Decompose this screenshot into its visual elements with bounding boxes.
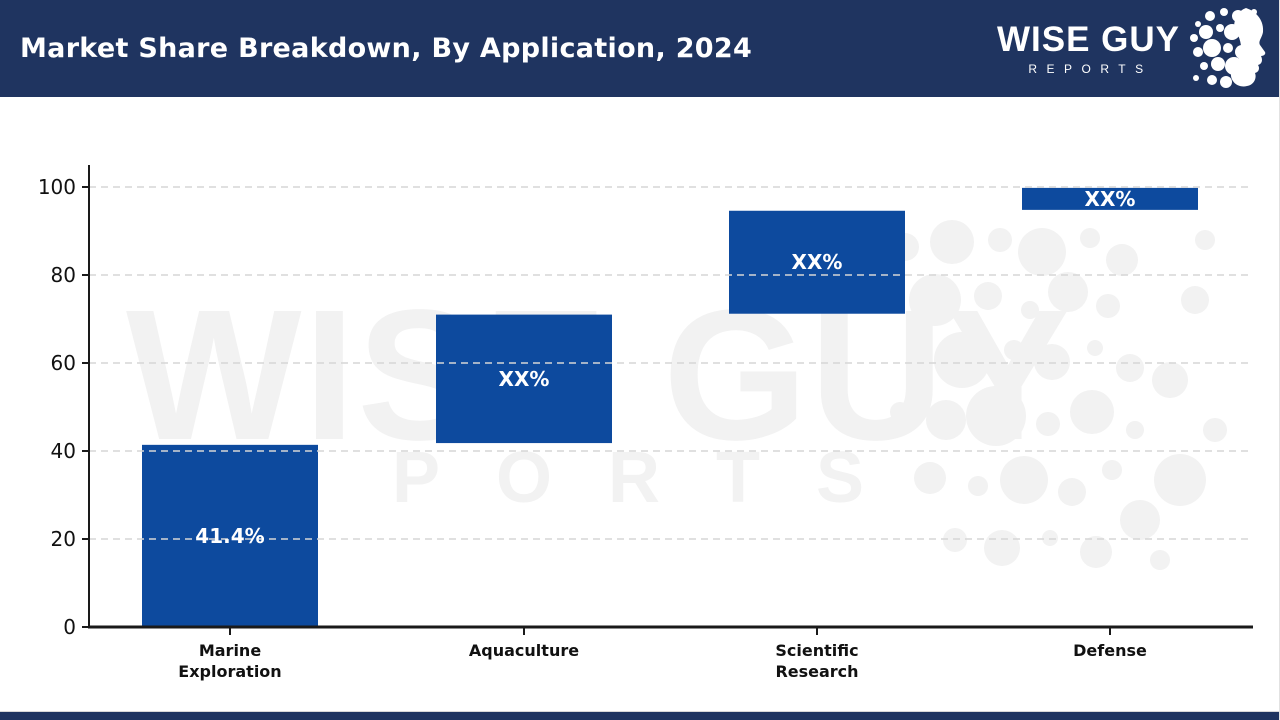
watermark-dot bbox=[1150, 550, 1170, 570]
bar-scientific-research bbox=[729, 210, 905, 314]
footer-bar bbox=[0, 711, 1279, 720]
y-tick-label: 60 bbox=[51, 351, 76, 375]
watermark-dot bbox=[1036, 412, 1060, 436]
page-title: Market Share Breakdown, By Application, … bbox=[20, 33, 753, 64]
watermark-dot bbox=[974, 282, 1002, 310]
watermark-dot bbox=[943, 528, 967, 552]
bar-value-label: XX% bbox=[499, 367, 550, 391]
watermark-dot bbox=[1018, 228, 1066, 276]
logo-face-dot bbox=[1200, 61, 1208, 70]
watermark-dot bbox=[1070, 390, 1114, 434]
logo-wiseguy-label: WISE GUY bbox=[996, 19, 1180, 59]
watermark-dot bbox=[1021, 301, 1039, 319]
bar-value-label: XX% bbox=[1085, 187, 1136, 211]
watermark-dot bbox=[1080, 228, 1100, 248]
watermark-dot bbox=[1154, 454, 1206, 506]
watermark-dot bbox=[1087, 340, 1103, 356]
watermark-dot bbox=[914, 462, 946, 494]
watermark-dot bbox=[1126, 421, 1144, 439]
logo-face-icon bbox=[1190, 7, 1266, 88]
watermark-dot bbox=[890, 402, 910, 422]
watermark-dot bbox=[1048, 272, 1088, 312]
watermark-dot bbox=[1152, 362, 1188, 398]
watermark-dot bbox=[1004, 340, 1024, 360]
watermark-dot bbox=[966, 386, 1026, 446]
logo-face-dot bbox=[1190, 33, 1198, 42]
watermark-dot bbox=[908, 340, 932, 364]
x-tick-label-scientific-research: Scientific Research bbox=[775, 641, 858, 681]
watermark-dot bbox=[1096, 294, 1120, 318]
logo-text: WISE GUY REPORTS bbox=[997, 22, 1180, 76]
logo-face-dot bbox=[1207, 74, 1217, 85]
bar-defense bbox=[1022, 187, 1198, 210]
watermark-dot bbox=[1034, 344, 1070, 380]
header-bar: Market Share Breakdown, By Application, … bbox=[0, 0, 1279, 97]
watermark-dot bbox=[1000, 456, 1048, 504]
logo-face-profile bbox=[1231, 7, 1266, 86]
logo-reports-label: REPORTS bbox=[1028, 61, 1153, 76]
logo-face-dot bbox=[1220, 75, 1232, 88]
watermark-dot bbox=[1106, 244, 1138, 276]
y-tick-label: 80 bbox=[51, 263, 76, 287]
watermark-dot bbox=[909, 274, 961, 326]
logo-face-dot bbox=[1193, 46, 1203, 57]
bar-aquaculture bbox=[436, 314, 612, 444]
watermark-dot bbox=[1181, 286, 1209, 314]
wise-guy-reports-logo: WISE GUY REPORTS bbox=[997, 4, 1279, 94]
watermark-dot bbox=[934, 332, 990, 388]
watermark-dot bbox=[988, 228, 1012, 252]
watermark-dot bbox=[968, 476, 988, 496]
watermark-dot bbox=[926, 400, 966, 440]
x-tick-label-aquaculture: Aquaculture bbox=[469, 641, 579, 660]
logo-face-dot bbox=[1216, 23, 1224, 32]
logo-face-dot bbox=[1205, 10, 1215, 21]
watermark-dot bbox=[1195, 230, 1215, 250]
watermark-dot bbox=[1058, 478, 1086, 506]
logo-face-dot bbox=[1203, 38, 1221, 57]
logo-face-dot bbox=[1211, 56, 1225, 71]
x-tick-label-marine-exploration: Marine Exploration bbox=[178, 641, 281, 681]
y-tick-label: 40 bbox=[51, 439, 76, 463]
watermark-dot bbox=[1080, 536, 1112, 568]
logo-face-dot bbox=[1195, 20, 1201, 27]
watermark-dot bbox=[930, 220, 974, 264]
bar-value-label: 41.4% bbox=[195, 524, 264, 548]
watermark-reports-text: PORTS bbox=[392, 438, 921, 518]
bar-value-label: XX% bbox=[792, 250, 843, 274]
x-tick-label-defense: Defense bbox=[1073, 641, 1147, 660]
logo-face-dot bbox=[1193, 74, 1199, 81]
watermark-dot bbox=[1203, 418, 1227, 442]
y-tick-label: 100 bbox=[38, 175, 76, 199]
logo-face-dot bbox=[1223, 42, 1233, 53]
y-tick-label: 20 bbox=[51, 527, 76, 551]
bar-marine-exploration bbox=[142, 444, 318, 627]
y-tick-label: 0 bbox=[63, 615, 76, 639]
watermark-dot bbox=[1042, 530, 1058, 546]
watermark-dot bbox=[1102, 460, 1122, 480]
logo-face-dot bbox=[1220, 7, 1228, 16]
watermark-dot bbox=[1120, 500, 1160, 540]
watermark-dot bbox=[1116, 354, 1144, 382]
logo-face-dot bbox=[1199, 24, 1213, 39]
